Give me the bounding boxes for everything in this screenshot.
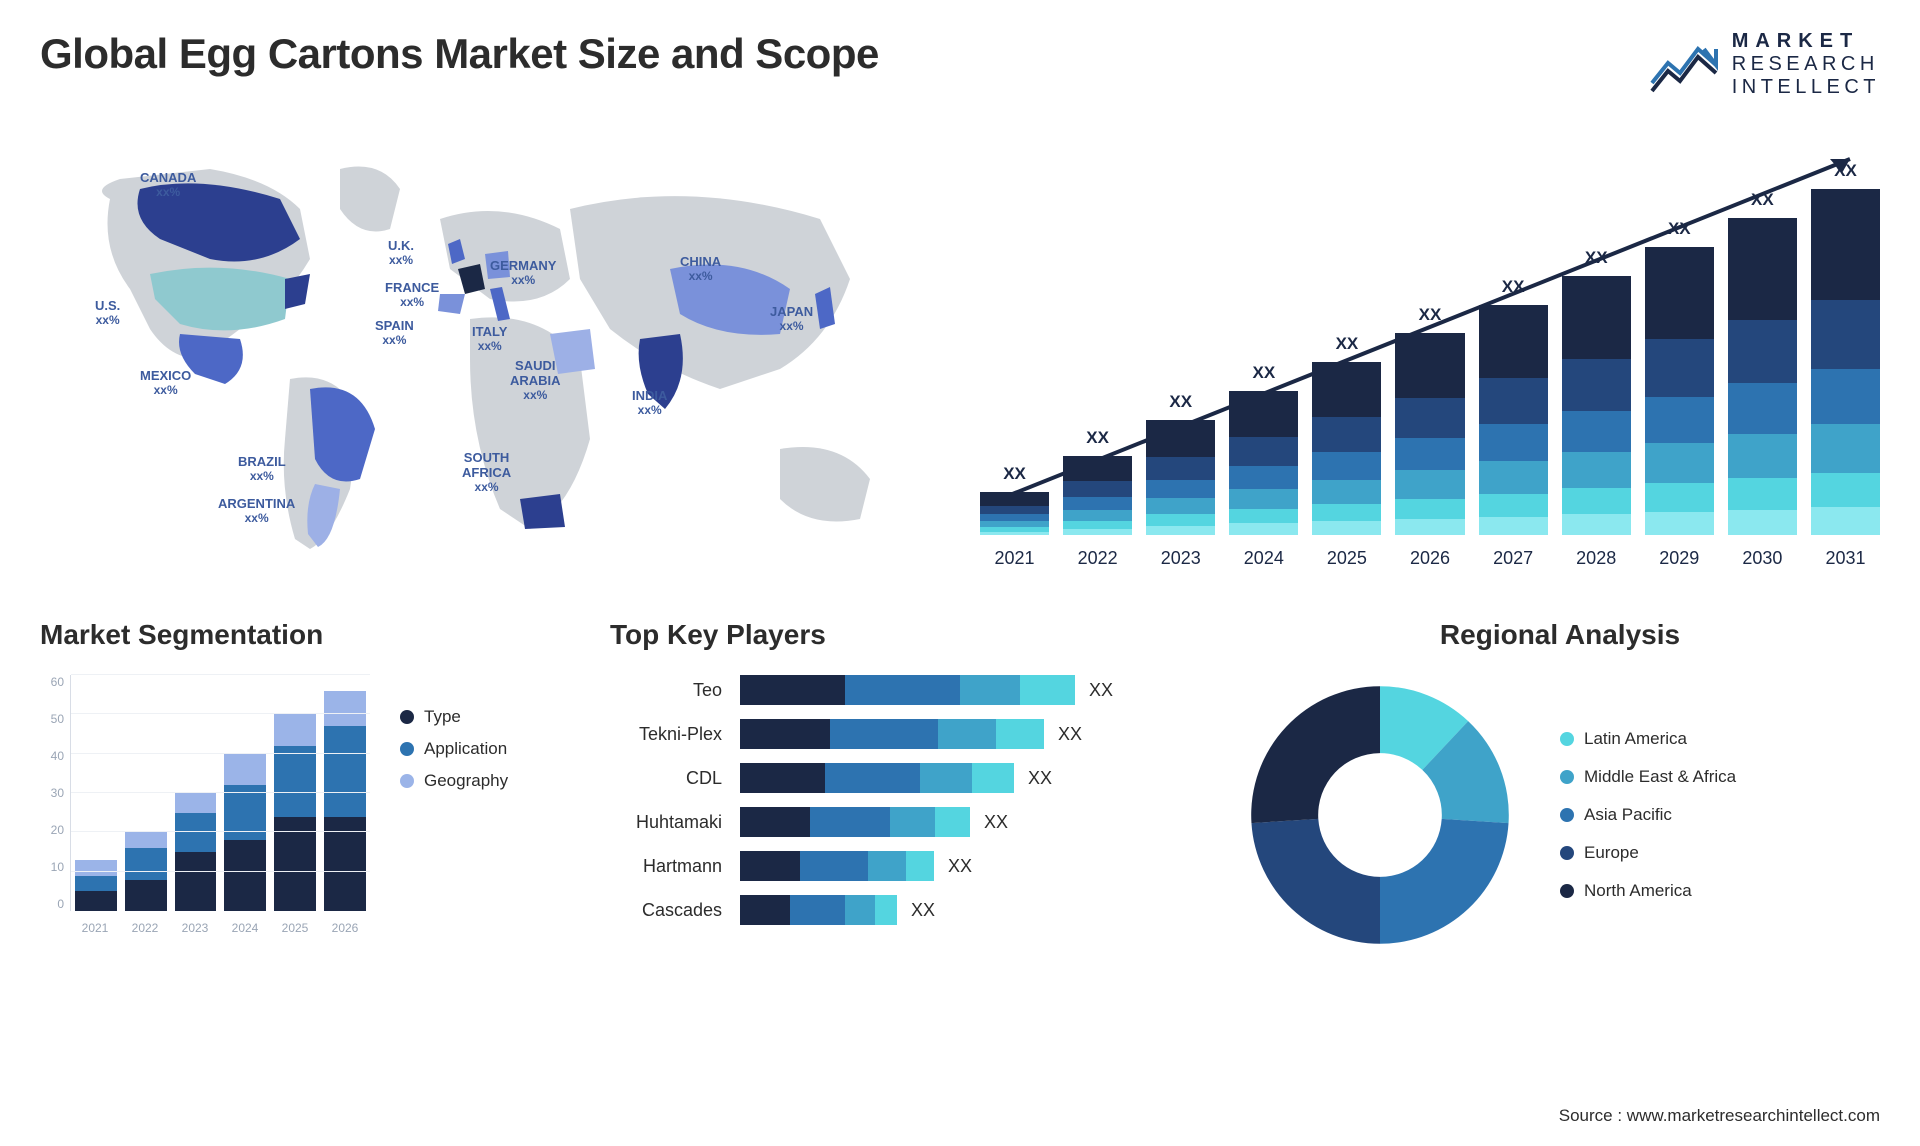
forecast-bar: XX xyxy=(1562,276,1631,535)
legend-item: Asia Pacific xyxy=(1560,805,1736,825)
segmentation-legend: Type Application Geography xyxy=(400,707,508,935)
map-label: INDIAxx% xyxy=(632,389,667,418)
key-players-chart: TeoXX Tekni-PlexXX CDLXX HuhtamakiXX Hartman… xyxy=(610,675,1190,925)
regional-donut-chart xyxy=(1240,675,1520,955)
map-label: CANADAxx% xyxy=(140,171,196,200)
legend-item: Application xyxy=(400,739,508,759)
forecast-bar-label: XX xyxy=(1811,161,1880,181)
bottom-row: Market Segmentation 0102030405060 202120… xyxy=(40,619,1880,955)
segmentation-chart: 0102030405060 202120222023202420252026 xyxy=(40,675,370,935)
map-label: MEXICOxx% xyxy=(140,369,191,398)
segmentation-bar xyxy=(274,714,316,911)
forecast-bar: XX xyxy=(980,492,1049,535)
segmentation-bar xyxy=(175,793,217,911)
forecast-bar: XX xyxy=(1229,391,1298,535)
logo-text-1: MARKET xyxy=(1732,30,1880,53)
key-player-row: HuhtamakiXX xyxy=(610,807,1190,837)
forecast-chart: XXXXXXXXXXXXXXXXXXXXXX 20212022202320242… xyxy=(980,139,1880,569)
forecast-year-label: 2025 xyxy=(1312,548,1381,569)
forecast-bar: XX xyxy=(1312,362,1381,535)
world-map-icon xyxy=(40,139,920,569)
map-label: SPAINxx% xyxy=(375,319,414,348)
world-map-panel: CANADAxx% U.S.xx% MEXICOxx% BRAZILxx% ARGENT… xyxy=(40,139,920,569)
segmentation-title: Market Segmentation xyxy=(40,619,560,651)
forecast-bar-label: XX xyxy=(1645,219,1714,239)
donut-slice xyxy=(1251,819,1380,944)
segmentation-panel: Market Segmentation 0102030405060 202120… xyxy=(40,619,560,955)
legend-item: Middle East & Africa xyxy=(1560,767,1736,787)
segmentation-bar xyxy=(224,754,266,911)
segmentation-bar xyxy=(324,691,366,911)
top-row: CANADAxx% U.S.xx% MEXICOxx% BRAZILxx% ARGENT… xyxy=(40,139,1880,569)
key-player-row: CascadesXX xyxy=(610,895,1190,925)
legend-item: Europe xyxy=(1560,843,1736,863)
forecast-year-label: 2027 xyxy=(1479,548,1548,569)
donut-slice xyxy=(1380,819,1509,944)
key-player-row: Tekni-PlexXX xyxy=(610,719,1190,749)
forecast-bar-label: XX xyxy=(1479,277,1548,297)
donut-slice xyxy=(1251,686,1380,823)
key-player-row: TeoXX xyxy=(610,675,1190,705)
header: Global Egg Cartons Market Size and Scope… xyxy=(40,30,1880,99)
map-label: U.S.xx% xyxy=(95,299,120,328)
forecast-bar: XX xyxy=(1728,218,1797,535)
key-player-row: HartmannXX xyxy=(610,851,1190,881)
forecast-bar: XX xyxy=(1645,247,1714,535)
legend-item: North America xyxy=(1560,881,1736,901)
map-label: SOUTHAFRICAxx% xyxy=(462,451,511,495)
forecast-bar-label: XX xyxy=(1395,305,1464,325)
forecast-year-label: 2031 xyxy=(1811,548,1880,569)
forecast-year-label: 2022 xyxy=(1063,548,1132,569)
key-players-panel: Top Key Players TeoXX Tekni-PlexXX CDLXX Hu… xyxy=(610,619,1190,955)
key-players-title: Top Key Players xyxy=(610,619,1190,651)
forecast-bar-label: XX xyxy=(1229,363,1298,383)
logo-text-2: RESEARCH xyxy=(1732,53,1880,76)
forecast-year-label: 2028 xyxy=(1562,548,1631,569)
forecast-year-label: 2023 xyxy=(1146,548,1215,569)
forecast-year-label: 2024 xyxy=(1229,548,1298,569)
regional-legend: Latin America Middle East & Africa Asia Pa… xyxy=(1560,729,1736,901)
forecast-year-label: 2029 xyxy=(1645,548,1714,569)
forecast-bar-label: XX xyxy=(1063,428,1132,448)
legend-item: Geography xyxy=(400,771,508,791)
segmentation-bar xyxy=(75,860,117,911)
forecast-year-label: 2021 xyxy=(980,548,1049,569)
source-attribution: Source : www.marketresearchintellect.com xyxy=(1559,1106,1880,1126)
forecast-year-label: 2026 xyxy=(1395,548,1464,569)
map-label: JAPANxx% xyxy=(770,305,813,334)
regional-panel: Regional Analysis Latin America Middle Ea… xyxy=(1240,619,1880,955)
legend-item: Type xyxy=(400,707,508,727)
forecast-bar: XX xyxy=(1146,420,1215,535)
map-label: FRANCExx% xyxy=(385,281,439,310)
map-label: BRAZILxx% xyxy=(238,455,286,484)
forecast-bar-label: XX xyxy=(980,464,1049,484)
forecast-bar-label: XX xyxy=(1312,334,1381,354)
forecast-bar-label: XX xyxy=(1562,248,1631,268)
forecast-bar: XX xyxy=(1479,305,1548,535)
map-label: CHINAxx% xyxy=(680,255,721,284)
forecast-bar: XX xyxy=(1395,333,1464,535)
segmentation-bar xyxy=(125,832,167,911)
logo-text-3: INTELLECT xyxy=(1732,76,1880,99)
map-label: GERMANYxx% xyxy=(490,259,556,288)
logo-mark-icon xyxy=(1650,35,1720,95)
forecast-bar-label: XX xyxy=(1728,190,1797,210)
map-label: ITALYxx% xyxy=(472,325,507,354)
forecast-bar-label: XX xyxy=(1146,392,1215,412)
forecast-year-label: 2030 xyxy=(1728,548,1797,569)
forecast-bar: XX xyxy=(1063,456,1132,535)
map-label: U.K.xx% xyxy=(388,239,414,268)
page-title: Global Egg Cartons Market Size and Scope xyxy=(40,30,879,78)
map-label: ARGENTINAxx% xyxy=(218,497,295,526)
regional-title: Regional Analysis xyxy=(1240,619,1880,651)
forecast-bar: XX xyxy=(1811,189,1880,535)
map-label: SAUDIARABIAxx% xyxy=(510,359,561,403)
legend-item: Latin America xyxy=(1560,729,1736,749)
key-player-row: CDLXX xyxy=(610,763,1190,793)
logo: MARKET RESEARCH INTELLECT xyxy=(1650,30,1880,99)
